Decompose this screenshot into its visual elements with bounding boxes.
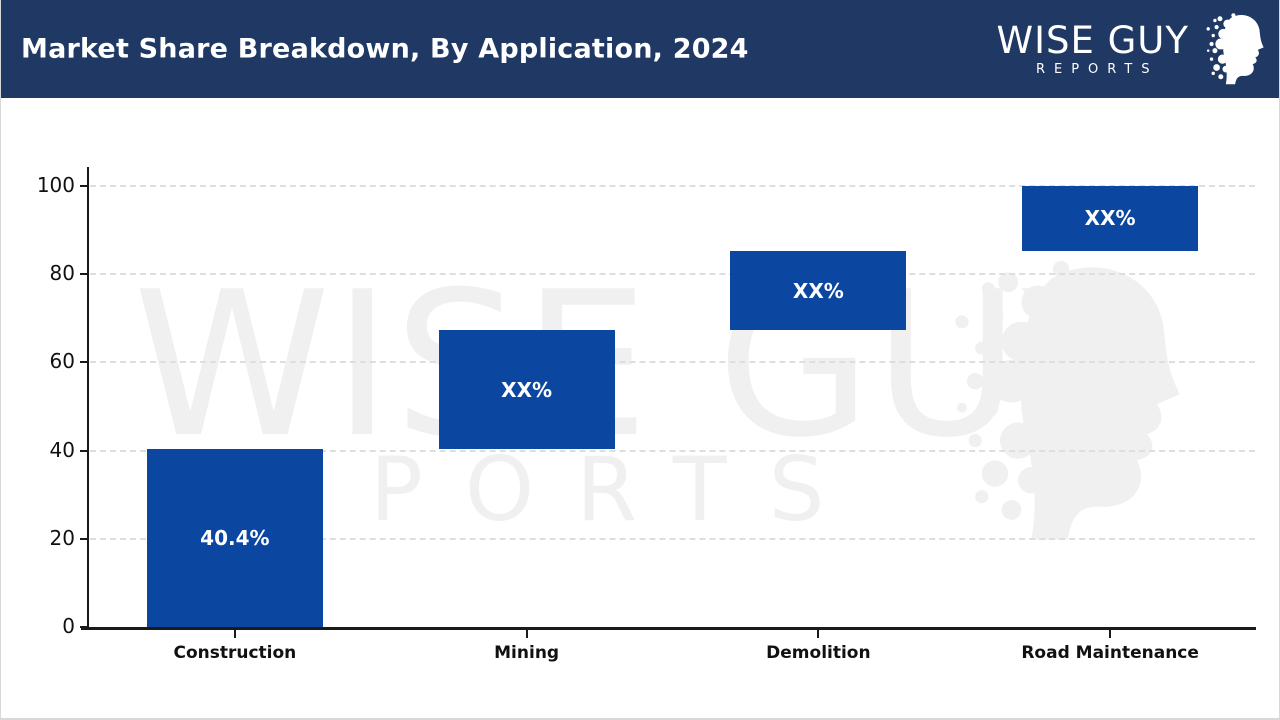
bar-mining: XX% bbox=[438, 330, 615, 449]
x-axis-tick bbox=[817, 630, 820, 638]
y-tick-label: 80 bbox=[49, 261, 75, 286]
y-tick-label: 20 bbox=[49, 525, 75, 550]
gridline bbox=[90, 185, 1255, 187]
y-tick-label: 0 bbox=[62, 614, 75, 638]
header: Market Share Breakdown, By Application, … bbox=[1, 0, 1279, 98]
bar-value-label: 40.4% bbox=[200, 525, 270, 550]
category-label: Construction bbox=[173, 643, 297, 663]
logo-subtext: REPORTS bbox=[1035, 61, 1159, 77]
y-tick-label: 60 bbox=[49, 349, 75, 374]
x-axis-tick bbox=[525, 630, 528, 638]
gridline bbox=[90, 273, 1255, 276]
x-axis-tick bbox=[1109, 630, 1112, 638]
watermark: WISE GUY REPORTS bbox=[1, 98, 1279, 718]
bar-road-maintenance: XX% bbox=[1022, 186, 1199, 251]
wiseguy-face-icon bbox=[1206, 13, 1264, 85]
logo-wordmark: WISE GUY bbox=[996, 18, 1189, 62]
category-label: Mining bbox=[494, 643, 560, 663]
gridline bbox=[90, 537, 1255, 540]
y-axis-tick bbox=[80, 449, 88, 452]
bar-value-label: XX% bbox=[501, 377, 553, 402]
bar-value-label: XX% bbox=[792, 278, 844, 303]
y-axis-line bbox=[87, 167, 89, 629]
y-axis-tick bbox=[80, 361, 88, 364]
page-title: Market Share Breakdown, By Application, … bbox=[21, 33, 749, 65]
y-axis-tick bbox=[80, 537, 88, 540]
gridline bbox=[90, 361, 1255, 364]
bar-demolition: XX% bbox=[730, 250, 907, 331]
category-label: Road Maintenance bbox=[1021, 643, 1199, 663]
bar-construction: 40.4% bbox=[146, 448, 323, 627]
gridline bbox=[90, 449, 1255, 452]
y-tick-label: 40 bbox=[49, 437, 75, 462]
x-axis-line bbox=[81, 627, 1256, 630]
bar-value-label: XX% bbox=[1084, 206, 1136, 231]
y-axis-tick bbox=[80, 273, 88, 276]
x-axis-tick bbox=[233, 630, 236, 638]
y-axis-tick bbox=[80, 185, 88, 187]
category-label: Demolition bbox=[766, 643, 871, 663]
y-tick-label: 100 bbox=[36, 173, 75, 197]
wiseguy-logo: WISE GUY REPORTS bbox=[997, 4, 1267, 94]
watermark-wordmark: WISE GUY bbox=[133, 249, 1147, 482]
